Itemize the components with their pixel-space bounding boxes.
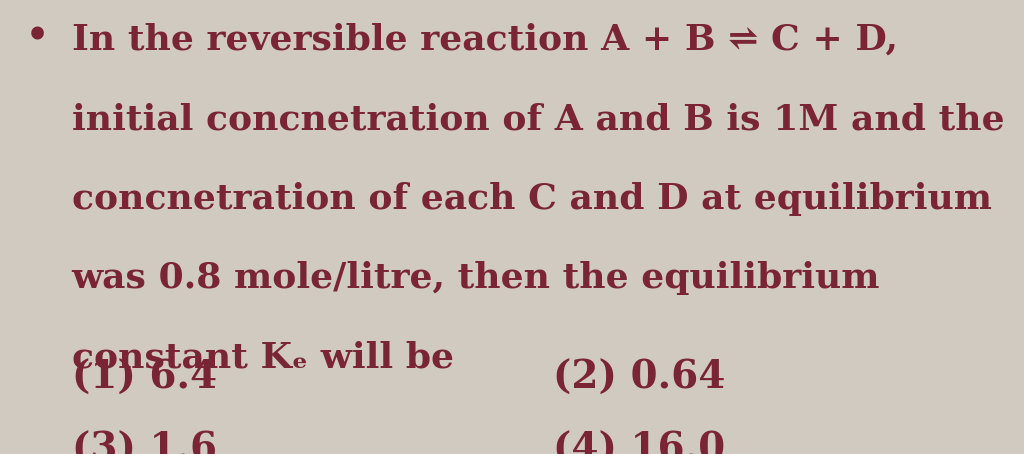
Text: (3) 1.6: (3) 1.6 xyxy=(72,431,217,454)
Text: initial concnetration of A and B is 1M and the: initial concnetration of A and B is 1M a… xyxy=(72,102,1005,136)
Text: (4) 16.0: (4) 16.0 xyxy=(553,431,725,454)
Text: •: • xyxy=(26,18,49,52)
Text: (2) 0.64: (2) 0.64 xyxy=(553,359,725,397)
Text: (1) 6.4: (1) 6.4 xyxy=(72,359,217,397)
Text: concnetration of each C and D at equilibrium: concnetration of each C and D at equilib… xyxy=(72,182,991,216)
Text: constant Kₑ will be: constant Kₑ will be xyxy=(72,340,454,375)
Text: was 0.8 mole/litre, then the equilibrium: was 0.8 mole/litre, then the equilibrium xyxy=(72,261,881,295)
Text: In the reversible reaction A + B ⇌ C + D,: In the reversible reaction A + B ⇌ C + D… xyxy=(72,23,898,57)
